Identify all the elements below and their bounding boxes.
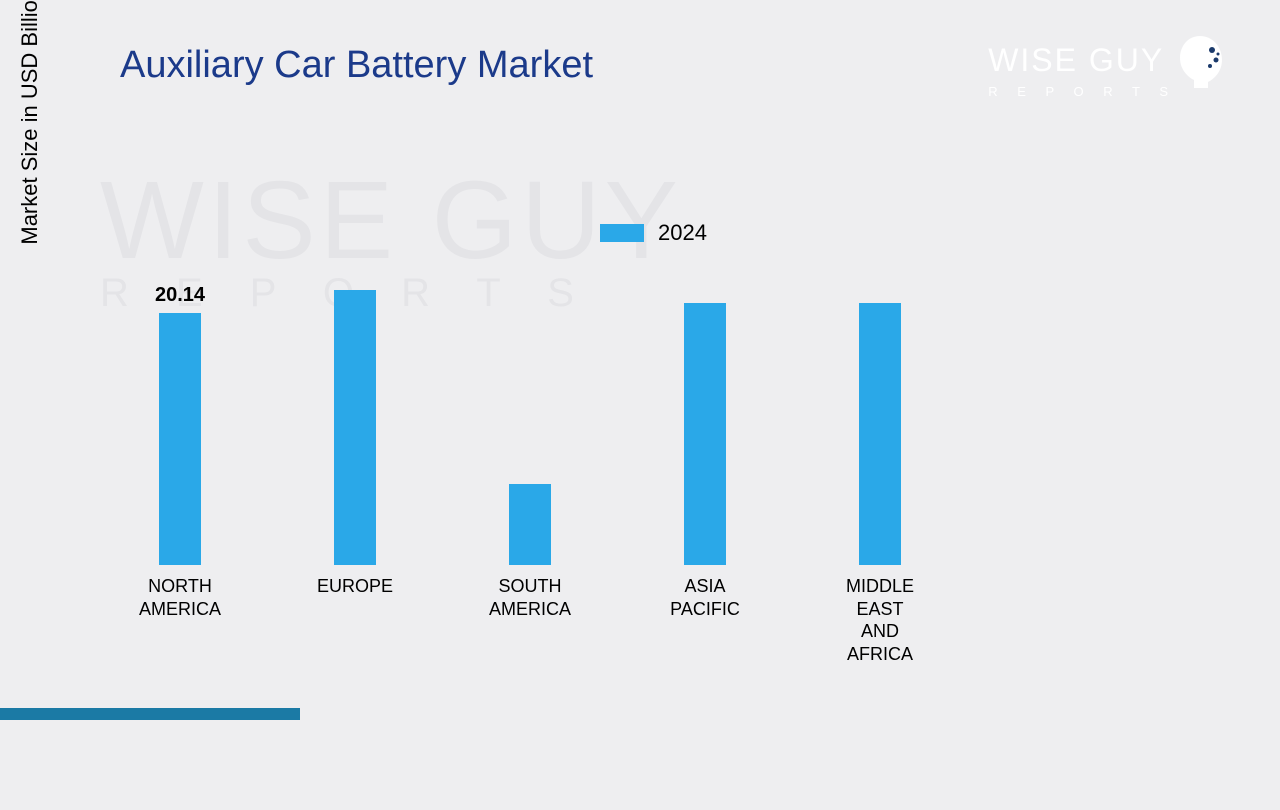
bar [159,313,201,565]
chart-area: Auxiliary Car Battery Market Market Size… [0,0,990,720]
bar-value-label: 20.14 [155,284,205,307]
y-axis-label: Market Size in USD Billion [17,0,43,245]
watermark-line1: WISE GUY [100,160,682,281]
logo-head-icon [1172,32,1228,88]
legend-swatch [600,224,644,242]
logo-text-sub: R E P O R T S [988,84,1176,99]
bar [859,303,901,566]
bar-group [334,290,376,565]
x-tick-label: ASIAPACIFIC [635,575,775,620]
bar [334,290,376,565]
brand-logo: WISE GUY R E P O R T S [988,32,1240,99]
x-tick-label: SOUTHAMERICA [460,575,600,620]
legend-label: 2024 [658,220,707,246]
logo-text-top: WISE GUY [988,42,1164,79]
bar-group: 20.14 [159,313,201,565]
bottom-accent-bar [0,708,300,720]
legend: 2024 [600,220,707,246]
bar-group [509,484,551,565]
x-tick-label: EUROPE [285,575,425,598]
x-axis: NORTHAMERICA EUROPE SOUTHAMERICA ASIAPACIFI… [110,575,980,695]
x-tick-label: NORTHAMERICA [110,575,250,620]
x-tick-label: MIDDLEEASTANDAFRICA [810,575,950,665]
bar-group [859,303,901,566]
plot-area: 20.14 [110,265,980,565]
bar [684,303,726,566]
chart-title: Auxiliary Car Battery Market [120,44,593,87]
bar [509,484,551,565]
bar-group [684,303,726,566]
